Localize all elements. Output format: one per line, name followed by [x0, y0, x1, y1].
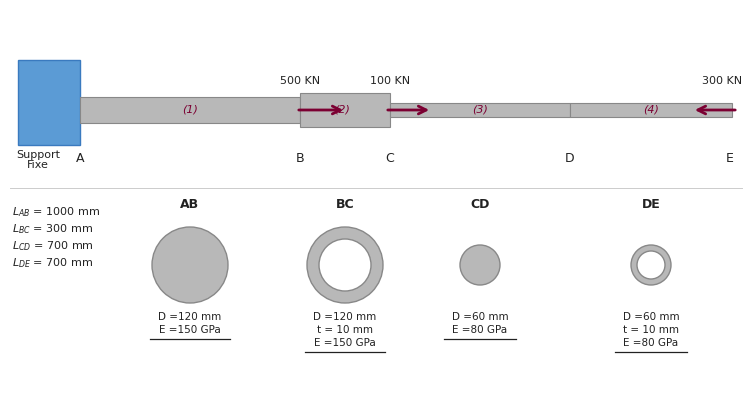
Text: $L_{DE}$ = 700 mm: $L_{DE}$ = 700 mm — [12, 256, 93, 270]
Circle shape — [152, 227, 228, 303]
Text: D =60 mm: D =60 mm — [623, 312, 679, 322]
Text: D =120 mm: D =120 mm — [159, 312, 222, 322]
Text: $L_{AB}$ = 1000 mm: $L_{AB}$ = 1000 mm — [12, 205, 100, 219]
Text: CD: CD — [470, 198, 490, 211]
Text: Support: Support — [16, 150, 60, 160]
Bar — [390, 103, 570, 117]
Text: D: D — [566, 152, 575, 165]
Text: E =80 GPa: E =80 GPa — [623, 338, 678, 348]
Text: t = 10 mm: t = 10 mm — [317, 325, 373, 335]
Text: $L_{BC}$ = 300 mm: $L_{BC}$ = 300 mm — [12, 222, 93, 236]
Bar — [18, 60, 80, 145]
Bar — [570, 103, 732, 117]
Text: DE: DE — [641, 198, 660, 211]
Text: E =150 GPa: E =150 GPa — [159, 325, 221, 335]
Text: D =60 mm: D =60 mm — [452, 312, 508, 322]
Text: A: A — [76, 152, 84, 165]
Text: (4): (4) — [643, 105, 659, 115]
Text: D =120 mm: D =120 mm — [314, 312, 377, 322]
Circle shape — [460, 245, 500, 285]
Text: (1): (1) — [182, 105, 198, 115]
Text: E: E — [726, 152, 734, 165]
Circle shape — [319, 239, 371, 291]
Bar — [80, 97, 300, 123]
Text: C: C — [386, 152, 394, 165]
Text: 100 KN: 100 KN — [370, 76, 410, 86]
Text: Fixe: Fixe — [27, 160, 49, 170]
Text: 500 KN: 500 KN — [280, 76, 320, 86]
Text: t = 10 mm: t = 10 mm — [623, 325, 679, 335]
Text: E =80 GPa: E =80 GPa — [453, 325, 508, 335]
Text: 300 KN: 300 KN — [702, 76, 742, 86]
Circle shape — [631, 245, 671, 285]
Text: B: B — [296, 152, 305, 165]
Text: $L_{CD}$ = 700 mm: $L_{CD}$ = 700 mm — [12, 239, 94, 253]
Circle shape — [307, 227, 383, 303]
Text: (3): (3) — [472, 105, 488, 115]
Circle shape — [637, 251, 665, 279]
Bar — [300, 93, 390, 127]
Text: (2): (2) — [334, 105, 350, 115]
Text: E =150 GPa: E =150 GPa — [314, 338, 376, 348]
Text: AB: AB — [180, 198, 199, 211]
Text: BC: BC — [335, 198, 354, 211]
